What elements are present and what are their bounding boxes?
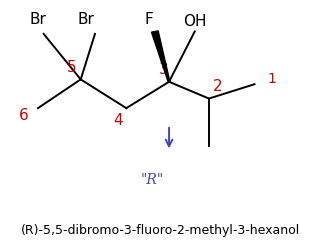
Text: 6: 6 xyxy=(19,108,29,123)
Text: 1: 1 xyxy=(267,73,276,86)
Text: OH: OH xyxy=(183,14,206,29)
Text: 3: 3 xyxy=(159,62,168,77)
Text: (R)-5,5-dibromo-3-fluoro-2-methyl-3-hexanol: (R)-5,5-dibromo-3-fluoro-2-methyl-3-hexa… xyxy=(21,224,300,237)
Text: "R": "R" xyxy=(140,173,164,187)
Text: 2: 2 xyxy=(213,79,222,94)
Text: 5: 5 xyxy=(67,60,77,75)
Text: 4: 4 xyxy=(113,113,123,128)
Text: Br: Br xyxy=(78,12,95,27)
Polygon shape xyxy=(152,31,170,82)
Text: Br: Br xyxy=(30,12,47,27)
Text: F: F xyxy=(145,12,153,27)
